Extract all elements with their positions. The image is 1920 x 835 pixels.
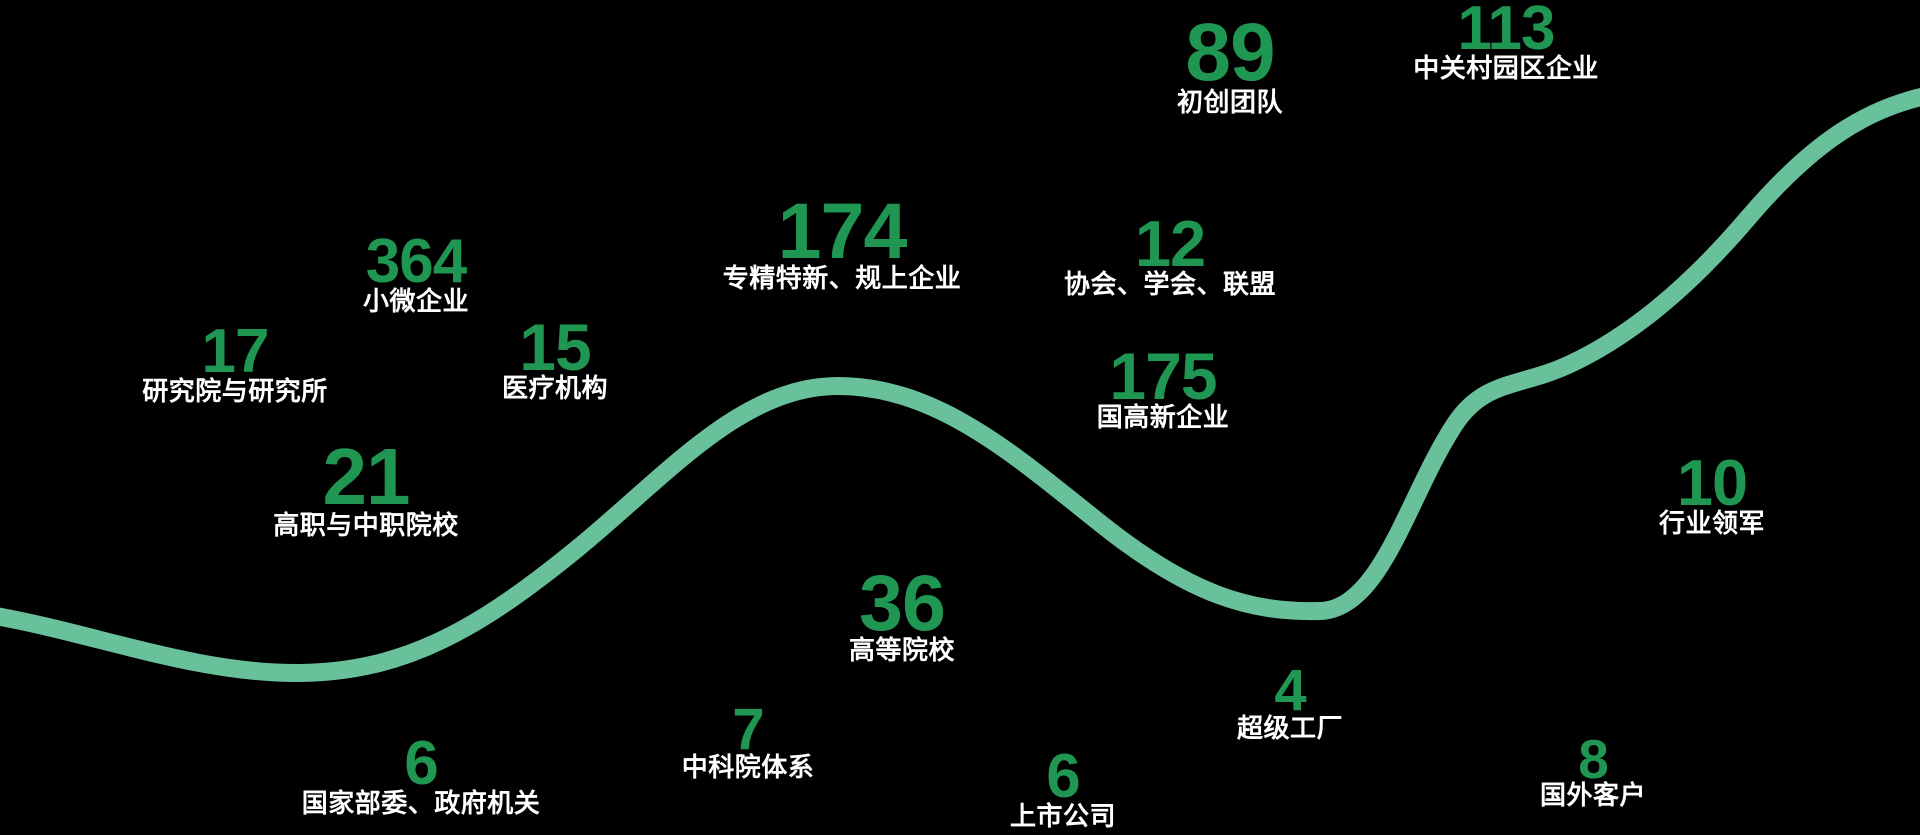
stat-label: 中科院体系 xyxy=(681,752,815,782)
stat-medical-institutions: 15 医疗机构 xyxy=(502,314,608,404)
stat-startup-teams: 89 初创团队 xyxy=(1177,12,1283,118)
stat-value: 7 xyxy=(732,697,764,762)
stat-value: 12 xyxy=(1134,207,1206,280)
wave-curve-path xyxy=(0,88,1920,683)
stat-label: 国高新企业 xyxy=(1096,402,1230,432)
stat-value: 15 xyxy=(519,310,591,384)
stat-cas-system: 7 中科院体系 xyxy=(682,701,815,783)
stat-label: 小微企业 xyxy=(362,286,470,316)
stat-value: 10 xyxy=(1676,446,1748,519)
stat-label: 中关村园区企业 xyxy=(1413,53,1599,83)
stat-government-agencies: 6 国家部委、政府机关 xyxy=(302,733,541,819)
stat-value: 4 xyxy=(1274,658,1306,723)
stat-super-factories: 4 超级工厂 xyxy=(1237,662,1343,744)
stat-label: 初创团队 xyxy=(1176,87,1284,117)
stat-value: 17 xyxy=(201,317,270,386)
stat-label: 上市公司 xyxy=(1009,801,1117,831)
stat-value: 174 xyxy=(777,186,908,275)
stat-listed-companies: 6 上市公司 xyxy=(1010,746,1116,832)
stat-specialized-enterprises: 174 专精特新、规上企业 xyxy=(723,191,962,294)
stat-higher-education: 36 高等院校 xyxy=(849,563,955,666)
stat-label: 国外客户 xyxy=(1539,780,1647,810)
stat-label: 高等院校 xyxy=(848,635,956,665)
stat-research-institutes: 17 研究院与研究所 xyxy=(142,321,328,407)
stat-value: 175 xyxy=(1109,339,1217,413)
stat-label: 超级工厂 xyxy=(1236,713,1344,743)
stat-label: 高职与中职院校 xyxy=(273,510,459,540)
stat-value: 364 xyxy=(365,227,467,296)
stat-value: 113 xyxy=(1457,0,1555,63)
stat-label: 研究院与研究所 xyxy=(142,376,328,406)
stat-label: 国家部委、政府机关 xyxy=(301,788,541,818)
stat-small-micro-enterprises: 364 小微企业 xyxy=(363,231,469,317)
stat-industry-leaders: 10 行业领军 xyxy=(1659,450,1765,539)
stat-value: 6 xyxy=(1046,742,1080,811)
stat-value: 89 xyxy=(1185,7,1275,98)
stat-value: 6 xyxy=(404,729,438,798)
stat-overseas-clients: 8 国外客户 xyxy=(1540,732,1646,811)
stat-vocational-colleges: 21 高职与中职院校 xyxy=(273,437,459,541)
stat-label: 协会、学会、联盟 xyxy=(1063,269,1277,299)
stat-value: 36 xyxy=(859,558,946,647)
stat-national-hightech-enterprises: 175 国高新企业 xyxy=(1097,343,1230,433)
stat-label: 医疗机构 xyxy=(501,373,609,403)
stat-value: 8 xyxy=(1578,728,1609,790)
stat-value: 21 xyxy=(322,432,411,521)
stat-associations-societies-alliances: 12 协会、学会、联盟 xyxy=(1064,211,1276,300)
stat-label: 专精特新、规上企业 xyxy=(722,263,962,293)
stat-zhongguancun-park-enterprises: 113 中关村园区企业 xyxy=(1413,0,1599,84)
stat-label: 行业领军 xyxy=(1658,508,1766,538)
